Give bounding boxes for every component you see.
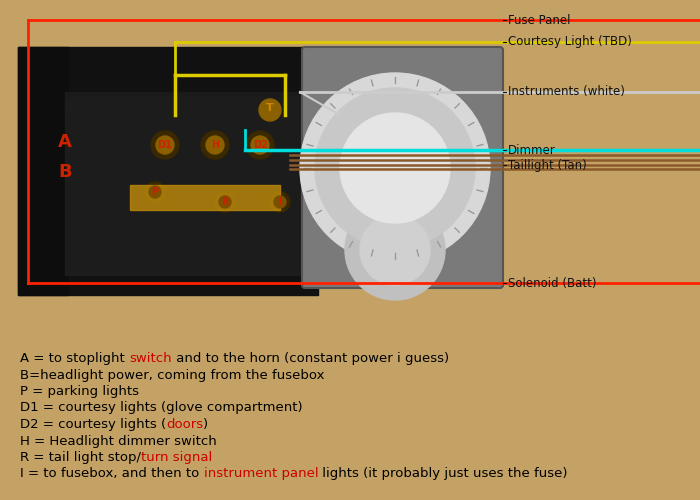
Circle shape <box>340 113 450 223</box>
Circle shape <box>151 131 179 159</box>
Circle shape <box>145 182 165 202</box>
Text: H: H <box>211 140 219 150</box>
Circle shape <box>360 215 430 285</box>
Circle shape <box>215 192 235 212</box>
FancyBboxPatch shape <box>302 47 503 288</box>
Text: doors: doors <box>166 418 203 431</box>
Text: H = Headlight dimmer switch: H = Headlight dimmer switch <box>20 434 217 448</box>
Circle shape <box>251 136 269 154</box>
Text: Solenoid (Batt): Solenoid (Batt) <box>508 276 596 289</box>
Circle shape <box>219 196 231 208</box>
Text: B=headlight power, coming from the fusebox: B=headlight power, coming from the fuseb… <box>20 368 325 382</box>
Text: D2 = courtesy lights (: D2 = courtesy lights ( <box>20 418 166 431</box>
Polygon shape <box>130 185 280 210</box>
Circle shape <box>259 99 281 121</box>
Bar <box>18 47 68 295</box>
Text: Fuse Panel: Fuse Panel <box>508 14 570 26</box>
Text: instrument panel: instrument panel <box>204 468 318 480</box>
Text: D1 = courtesy lights (glove compartment): D1 = courtesy lights (glove compartment) <box>20 402 302 414</box>
Circle shape <box>201 131 229 159</box>
Circle shape <box>149 186 161 198</box>
Text: D1: D1 <box>158 140 172 150</box>
Text: P = parking lights: P = parking lights <box>20 385 139 398</box>
Text: P: P <box>151 187 159 197</box>
Text: ): ) <box>203 418 209 431</box>
Text: and to the horn (constant power i guess): and to the horn (constant power i guess) <box>172 352 449 365</box>
Text: A = to stoplight: A = to stoplight <box>20 352 129 365</box>
Circle shape <box>345 200 445 300</box>
Text: switch: switch <box>129 352 172 365</box>
Text: I = to fusebox, and then to: I = to fusebox, and then to <box>20 468 204 480</box>
Bar <box>65 100 325 275</box>
Circle shape <box>270 192 290 212</box>
Text: R: R <box>221 197 229 207</box>
Text: A: A <box>58 133 72 151</box>
Circle shape <box>156 136 174 154</box>
Circle shape <box>315 88 475 248</box>
Bar <box>65 97 320 275</box>
Text: Taillight (Tan): Taillight (Tan) <box>508 158 587 172</box>
Text: D2: D2 <box>253 140 267 150</box>
Text: R = tail light stop/: R = tail light stop/ <box>20 451 141 464</box>
Circle shape <box>300 73 490 263</box>
Text: turn signal: turn signal <box>141 451 212 464</box>
Text: Courtesy Light (TBD): Courtesy Light (TBD) <box>508 36 632 49</box>
Text: B: B <box>58 163 71 181</box>
Text: T: T <box>266 103 274 113</box>
Bar <box>18 47 318 295</box>
Circle shape <box>246 131 274 159</box>
Text: Instruments (white): Instruments (white) <box>508 86 625 98</box>
Text: lights (it probably just uses the fuse): lights (it probably just uses the fuse) <box>318 468 568 480</box>
Bar <box>65 92 325 110</box>
Circle shape <box>206 136 224 154</box>
Text: I: I <box>279 197 281 207</box>
Circle shape <box>274 196 286 208</box>
Text: Dimmer: Dimmer <box>508 144 556 156</box>
